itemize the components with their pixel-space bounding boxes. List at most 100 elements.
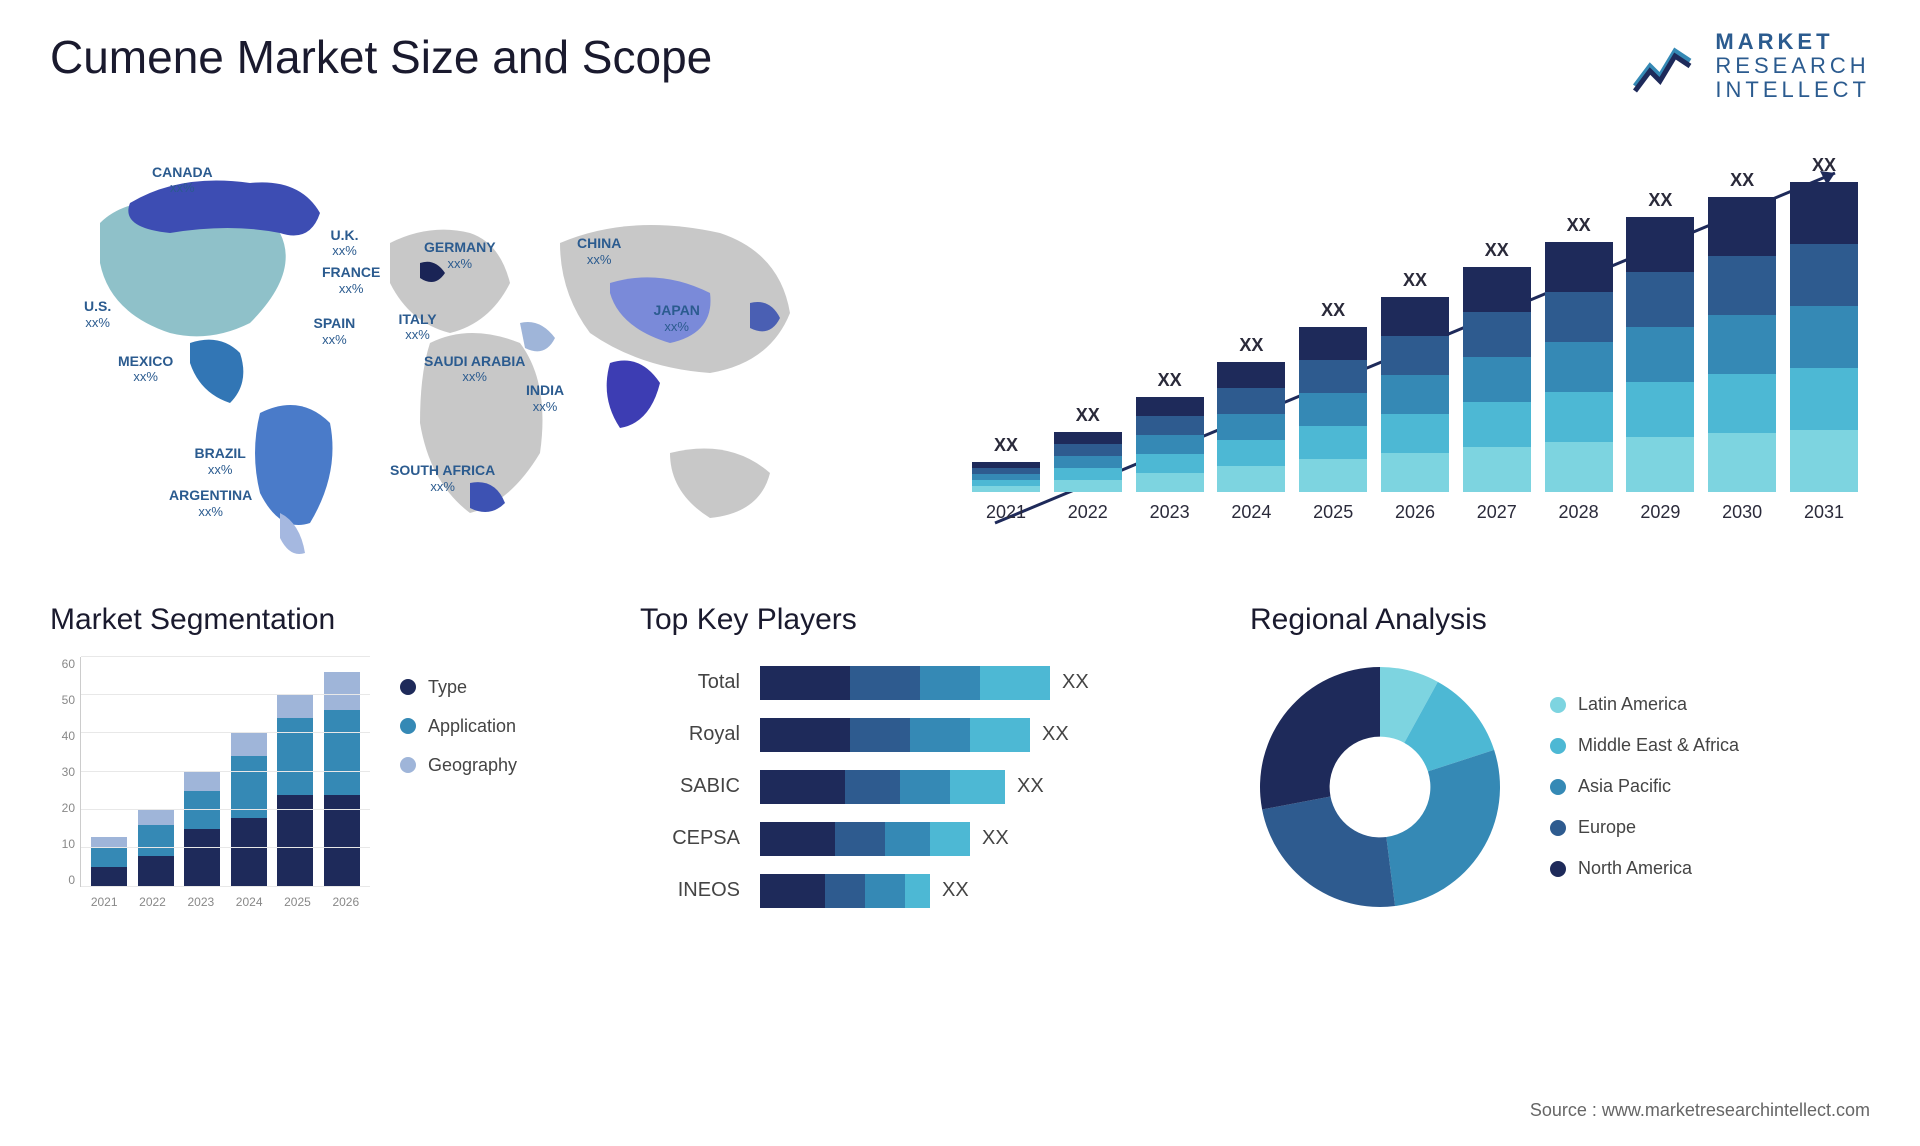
legend-dot-icon xyxy=(1550,820,1566,836)
seg-ytick: 60 xyxy=(50,657,75,671)
legend-dot-icon xyxy=(1550,738,1566,754)
map-label-india: INDIAxx% xyxy=(526,382,564,414)
legend-label: Geography xyxy=(428,755,517,776)
segmentation-chart: 6050403020100 202120222023202420252026 xyxy=(50,657,370,917)
player-value: XX xyxy=(1042,723,1069,746)
growth-year-label: 2024 xyxy=(1231,502,1271,523)
growth-bar-2023: XX 2023 xyxy=(1134,370,1206,523)
growth-bar-2024: XX 2024 xyxy=(1215,335,1287,523)
seg-bar-2022 xyxy=(138,810,174,887)
growth-bar-2031: XX 2031 xyxy=(1788,155,1860,523)
legend-dot-icon xyxy=(1550,779,1566,795)
growth-bar-value: XX xyxy=(1812,155,1836,176)
seg-ytick: 0 xyxy=(50,873,75,887)
growth-bar-value: XX xyxy=(1648,190,1672,211)
logo-text-3: INTELLECT xyxy=(1715,78,1870,102)
legend-dot-icon xyxy=(400,679,416,695)
seg-bar-2025 xyxy=(277,695,313,887)
key-players-title: Top Key Players xyxy=(640,603,1200,637)
brand-logo: MARKET RESEARCH INTELLECT xyxy=(1630,30,1870,103)
growth-year-label: 2027 xyxy=(1477,502,1517,523)
donut-slice-asiapacific xyxy=(1386,749,1500,905)
logo-icon xyxy=(1630,36,1700,96)
growth-bar-2027: XX 2027 xyxy=(1461,240,1533,523)
region-legend-northamerica: North America xyxy=(1550,858,1739,879)
donut-slice-northamerica xyxy=(1260,667,1380,809)
growth-bar-2028: XX2028 xyxy=(1543,215,1615,523)
map-label-germany: GERMANYxx% xyxy=(424,239,496,271)
player-labels: TotalRoyalSABICCEPSAINEOS xyxy=(640,657,740,917)
seg-ytick: 50 xyxy=(50,693,75,707)
seg-xtick: 2021 xyxy=(91,895,118,917)
map-label-brazil: BRAZILxx% xyxy=(195,445,246,477)
growth-year-label: 2025 xyxy=(1313,502,1353,523)
growth-bar-2025: XX 2025 xyxy=(1297,300,1369,523)
growth-year-label: 2028 xyxy=(1559,502,1599,523)
seg-bar-2026 xyxy=(324,672,360,887)
legend-dot-icon xyxy=(1550,697,1566,713)
map-label-southafrica: SOUTH AFRICAxx% xyxy=(390,462,495,494)
player-bars-chart: XX XX XX XX XX xyxy=(760,657,1200,917)
growth-year-label: 2022 xyxy=(1068,502,1108,523)
region-legend-asiapacific: Asia Pacific xyxy=(1550,776,1739,797)
growth-year-label: 2026 xyxy=(1395,502,1435,523)
growth-bar-2030: XX2030 xyxy=(1706,170,1778,523)
player-label-total: Total xyxy=(640,671,740,694)
legend-label: Application xyxy=(428,716,516,737)
map-label-saudiarabia: SAUDI ARABIAxx% xyxy=(424,353,525,385)
growth-bar-2022: XX 2022 xyxy=(1052,405,1124,523)
growth-bar-value: XX xyxy=(1485,240,1509,261)
legend-label: Latin America xyxy=(1578,694,1687,715)
map-label-france: FRANCExx% xyxy=(322,264,380,296)
player-label-cepsa: CEPSA xyxy=(640,827,740,850)
regional-title: Regional Analysis xyxy=(1250,603,1850,637)
seg-xtick: 2026 xyxy=(332,895,359,917)
region-legend-middleeastafrica: Middle East & Africa xyxy=(1550,735,1739,756)
region-legend-latinamerica: Latin America xyxy=(1550,694,1739,715)
seg-xtick: 2022 xyxy=(139,895,166,917)
growth-bar-value: XX xyxy=(1076,405,1100,426)
map-label-mexico: MEXICOxx% xyxy=(118,353,173,385)
player-label-royal: Royal xyxy=(640,723,740,746)
segmentation-section: Market Segmentation 6050403020100 202120… xyxy=(50,603,590,917)
growth-year-label: 2030 xyxy=(1722,502,1762,523)
seg-ytick: 10 xyxy=(50,837,75,851)
player-label-ineos: INEOS xyxy=(640,879,740,902)
growth-year-label: 2023 xyxy=(1150,502,1190,523)
legend-item-geography: Geography xyxy=(400,755,517,776)
growth-chart: XX2021XX2022XX2023XX2024XX2025XX2026XX20… xyxy=(960,143,1870,563)
growth-bar-value: XX xyxy=(1158,370,1182,391)
seg-ytick: 20 xyxy=(50,801,75,815)
map-label-argentina: ARGENTINAxx% xyxy=(169,487,252,519)
legend-dot-icon xyxy=(400,757,416,773)
seg-bar-2021 xyxy=(91,837,127,887)
legend-item-application: Application xyxy=(400,716,517,737)
regional-donut-chart xyxy=(1250,657,1510,917)
seg-xtick: 2024 xyxy=(236,895,263,917)
growth-bar-2021: XX2021 xyxy=(970,435,1042,523)
map-label-spain: SPAINxx% xyxy=(314,315,356,347)
player-value: XX xyxy=(1017,775,1044,798)
player-value: XX xyxy=(982,827,1009,850)
segmentation-title: Market Segmentation xyxy=(50,603,590,637)
player-row-total: XX xyxy=(760,666,1200,700)
growth-bar-value: XX xyxy=(994,435,1018,456)
region-legend-europe: Europe xyxy=(1550,817,1739,838)
player-value: XX xyxy=(942,879,969,902)
seg-xtick: 2023 xyxy=(187,895,214,917)
legend-label: North America xyxy=(1578,858,1692,879)
growth-bar-value: XX xyxy=(1321,300,1345,321)
map-label-uk: U.K.xx% xyxy=(331,227,359,259)
growth-bar-2029: XX2029 xyxy=(1624,190,1696,523)
map-label-china: CHINAxx% xyxy=(577,235,621,267)
growth-bar-value: XX xyxy=(1403,270,1427,291)
legend-label: Asia Pacific xyxy=(1578,776,1671,797)
growth-bar-value: XX xyxy=(1239,335,1263,356)
player-row-cepsa: XX xyxy=(760,822,1200,856)
map-label-japan: JAPANxx% xyxy=(654,302,700,334)
legend-dot-icon xyxy=(400,718,416,734)
growth-bar-2026: XX 2026 xyxy=(1379,270,1451,523)
map-label-italy: ITALYxx% xyxy=(399,311,437,343)
growth-year-label: 2031 xyxy=(1804,502,1844,523)
player-value: XX xyxy=(1062,671,1089,694)
